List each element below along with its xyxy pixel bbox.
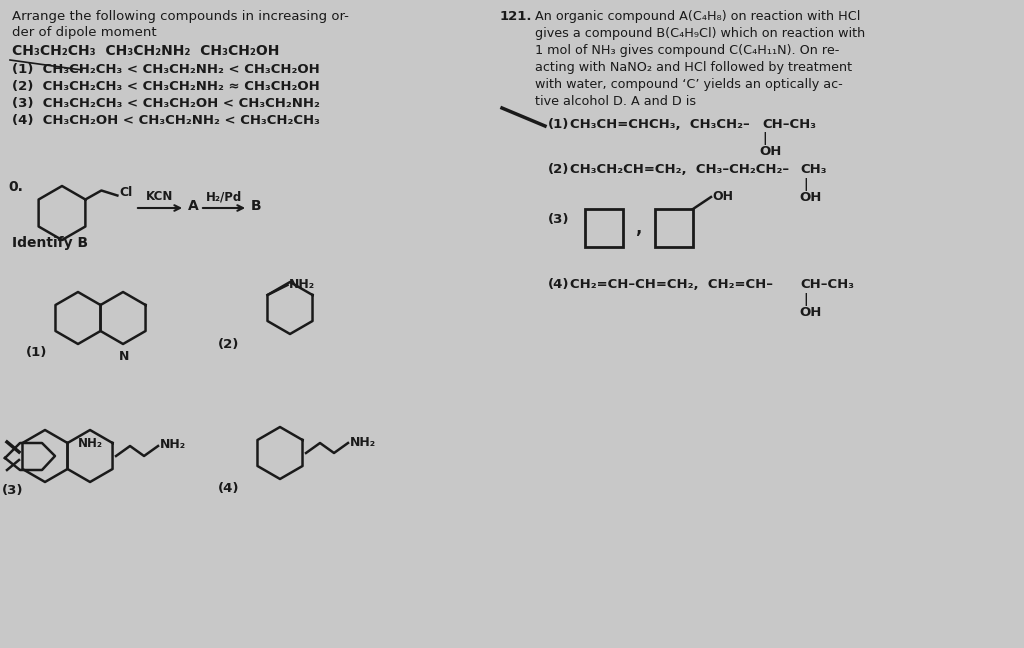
Text: OH: OH xyxy=(799,306,821,319)
Text: OH: OH xyxy=(759,145,781,158)
Text: 0.: 0. xyxy=(8,180,23,194)
Text: A: A xyxy=(188,199,199,213)
Text: An organic compound A(C₄H₈) on reaction with HCl: An organic compound A(C₄H₈) on reaction … xyxy=(535,10,860,23)
Text: (4): (4) xyxy=(218,482,240,495)
Text: |: | xyxy=(803,293,808,306)
Text: (1): (1) xyxy=(548,118,569,131)
Text: (4): (4) xyxy=(548,278,569,291)
Text: tive alcohol D. A and D is: tive alcohol D. A and D is xyxy=(535,95,696,108)
Text: B: B xyxy=(251,199,261,213)
Text: Arrange the following compounds in increasing or-: Arrange the following compounds in incre… xyxy=(12,10,349,23)
Text: gives a compound B(C₄H₉Cl) which on reaction with: gives a compound B(C₄H₉Cl) which on reac… xyxy=(535,27,865,40)
Text: der of dipole moment: der of dipole moment xyxy=(12,26,157,39)
Text: (1): (1) xyxy=(26,346,47,359)
Bar xyxy=(655,209,693,247)
Text: CH–CH₃: CH–CH₃ xyxy=(800,278,854,291)
Text: Cl: Cl xyxy=(120,186,133,199)
Text: (2): (2) xyxy=(548,163,569,176)
Text: |: | xyxy=(803,178,808,191)
Text: acting with NaNO₂ and HCl followed by treatment: acting with NaNO₂ and HCl followed by tr… xyxy=(535,61,852,74)
Text: 1 mol of NH₃ gives compound C(C₄H₁₁N). On re-: 1 mol of NH₃ gives compound C(C₄H₁₁N). O… xyxy=(535,44,840,57)
Text: NH₂: NH₂ xyxy=(289,277,314,290)
Text: OH: OH xyxy=(712,189,733,202)
Text: CH₃CH₂CH=CH₂,  CH₃–CH₂CH₂–: CH₃CH₂CH=CH₂, CH₃–CH₂CH₂– xyxy=(570,163,790,176)
Text: NH₂: NH₂ xyxy=(78,437,103,450)
Text: N: N xyxy=(119,350,129,363)
Text: (4)  CH₃CH₂OH < CH₃CH₂NH₂ < CH₃CH₂CH₃: (4) CH₃CH₂OH < CH₃CH₂NH₂ < CH₃CH₂CH₃ xyxy=(12,114,319,127)
Text: CH₂=CH–CH=CH₂,  CH₂=CH–: CH₂=CH–CH=CH₂, CH₂=CH– xyxy=(570,278,773,291)
Text: Identify B: Identify B xyxy=(12,236,88,250)
Text: |: | xyxy=(762,132,767,145)
Text: (2)  CH₃CH₂CH₃ < CH₃CH₂NH₂ ≈ CH₃CH₂OH: (2) CH₃CH₂CH₃ < CH₃CH₂NH₂ ≈ CH₃CH₂OH xyxy=(12,80,319,93)
Text: (2): (2) xyxy=(218,338,240,351)
Text: CH₃: CH₃ xyxy=(800,163,826,176)
Text: CH–CH₃: CH–CH₃ xyxy=(762,118,816,131)
Text: CH₃CH=CHCH₃,  CH₃CH₂–: CH₃CH=CHCH₃, CH₃CH₂– xyxy=(570,118,750,131)
Text: (3)  CH₃CH₂CH₃ < CH₃CH₂OH < CH₃CH₂NH₂: (3) CH₃CH₂CH₃ < CH₃CH₂OH < CH₃CH₂NH₂ xyxy=(12,97,319,110)
Text: (3): (3) xyxy=(2,484,24,497)
Text: KCN: KCN xyxy=(146,190,174,203)
Text: 121.: 121. xyxy=(500,10,532,23)
Text: H₂/Pd: H₂/Pd xyxy=(206,190,242,203)
Text: with water, compound ‘C’ yields an optically ac-: with water, compound ‘C’ yields an optic… xyxy=(535,78,843,91)
Bar xyxy=(585,209,623,247)
Text: (1)  CH₃CH₂CH₃ < CH₃CH₂NH₂ < CH₃CH₂OH: (1) CH₃CH₂CH₃ < CH₃CH₂NH₂ < CH₃CH₂OH xyxy=(12,63,319,76)
Text: NH₂: NH₂ xyxy=(350,435,376,448)
Text: (3): (3) xyxy=(548,213,569,226)
Text: ,: , xyxy=(635,219,641,237)
Text: OH: OH xyxy=(799,191,821,204)
Text: CH₃CH₂CH₃  CH₃CH₂NH₂  CH₃CH₂OH: CH₃CH₂CH₃ CH₃CH₂NH₂ CH₃CH₂OH xyxy=(12,44,280,58)
Text: NH₂: NH₂ xyxy=(160,439,186,452)
